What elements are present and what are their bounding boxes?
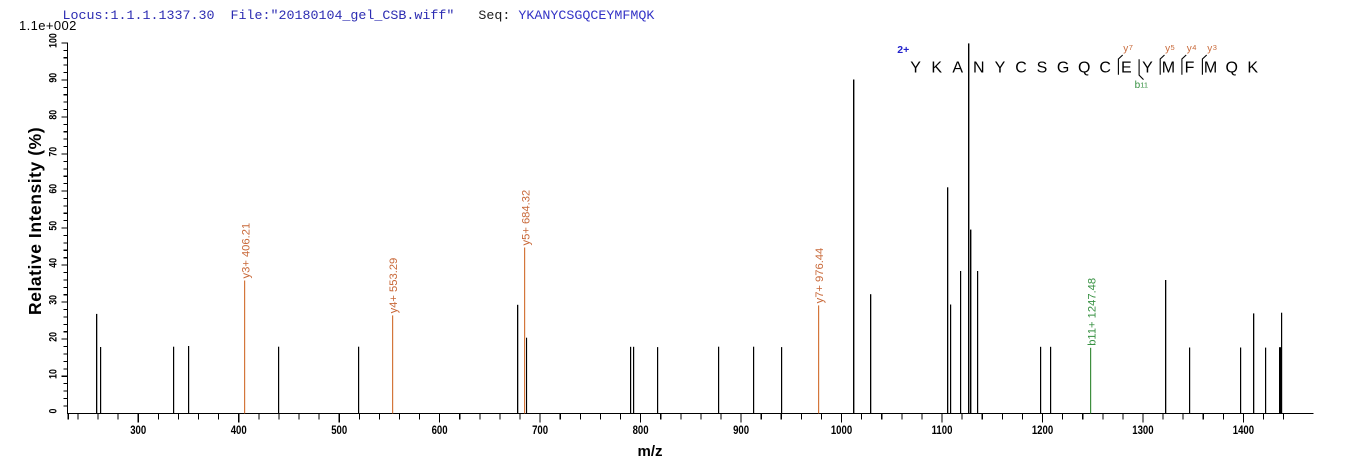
svg-text:100: 100	[48, 33, 60, 48]
svg-text:70: 70	[48, 147, 60, 157]
svg-text:Relative Intensity (%): Relative Intensity (%)	[25, 127, 45, 315]
svg-text:1000: 1000	[831, 424, 852, 437]
svg-text:1.1e+002: 1.1e+002	[19, 18, 77, 33]
svg-text:700: 700	[532, 424, 548, 437]
svg-text:10: 10	[48, 369, 60, 379]
svg-text:600: 600	[432, 424, 448, 437]
svg-text:y7+ 976.44: y7+ 976.44	[814, 248, 826, 304]
svg-text:b: b	[1135, 80, 1141, 91]
svg-text:y: y	[1187, 43, 1192, 54]
svg-text:1100: 1100	[932, 424, 953, 437]
svg-text:F: F	[1185, 60, 1195, 77]
svg-text:M: M	[1204, 60, 1217, 77]
svg-text:500: 500	[331, 424, 347, 437]
svg-text:5: 5	[1171, 43, 1175, 52]
svg-text:300: 300	[130, 424, 146, 437]
svg-text:m/z: m/z	[637, 443, 662, 460]
svg-text:Y: Y	[995, 60, 1006, 77]
svg-text:Y: Y	[1142, 60, 1153, 77]
svg-text:1200: 1200	[1032, 424, 1053, 437]
svg-text:y: y	[1123, 43, 1128, 54]
svg-text:11: 11	[1140, 80, 1148, 89]
svg-text:50: 50	[48, 221, 60, 231]
svg-text:Locus:1.1.1.1337.30 File:"201: Locus:1.1.1.1337.30 File:"20180104_gel_C…	[63, 9, 655, 24]
svg-text:7: 7	[1129, 43, 1133, 52]
svg-text:4: 4	[1192, 43, 1196, 52]
svg-text:M: M	[1162, 60, 1175, 77]
svg-text:900: 900	[733, 424, 749, 437]
svg-text:30: 30	[48, 295, 60, 305]
svg-text:Q: Q	[1078, 60, 1090, 77]
svg-text:1300: 1300	[1132, 424, 1153, 437]
svg-text:y3+ 406.21: y3+ 406.21	[241, 223, 253, 279]
svg-text:A: A	[952, 60, 963, 77]
svg-text:Q: Q	[1225, 60, 1237, 77]
svg-text:20: 20	[48, 332, 60, 342]
svg-text:1400: 1400	[1233, 424, 1254, 437]
svg-text:y: y	[1207, 43, 1212, 54]
svg-text:y5+ 684.32: y5+ 684.32	[521, 190, 533, 246]
svg-text:Y: Y	[910, 60, 921, 77]
svg-text:N: N	[973, 60, 985, 77]
svg-text:80: 80	[48, 109, 60, 119]
svg-text:S: S	[1037, 60, 1048, 77]
svg-text:b11+ 1247.48: b11+ 1247.48	[1087, 278, 1099, 346]
svg-text:E: E	[1121, 60, 1132, 77]
svg-text:K: K	[1247, 60, 1258, 77]
svg-text:K: K	[931, 60, 942, 77]
svg-text:0: 0	[48, 408, 60, 413]
svg-text:G: G	[1057, 60, 1069, 77]
svg-text:800: 800	[633, 424, 649, 437]
svg-text:2+: 2+	[897, 44, 909, 56]
svg-text:40: 40	[48, 258, 60, 268]
svg-text:C: C	[1015, 60, 1027, 77]
svg-text:90: 90	[48, 72, 60, 82]
svg-text:y4+ 553.29: y4+ 553.29	[388, 258, 400, 314]
svg-text:C: C	[1099, 60, 1111, 77]
svg-text:3: 3	[1213, 43, 1217, 52]
svg-text:y: y	[1165, 43, 1170, 54]
svg-text:400: 400	[231, 424, 247, 437]
svg-text:60: 60	[48, 184, 60, 194]
